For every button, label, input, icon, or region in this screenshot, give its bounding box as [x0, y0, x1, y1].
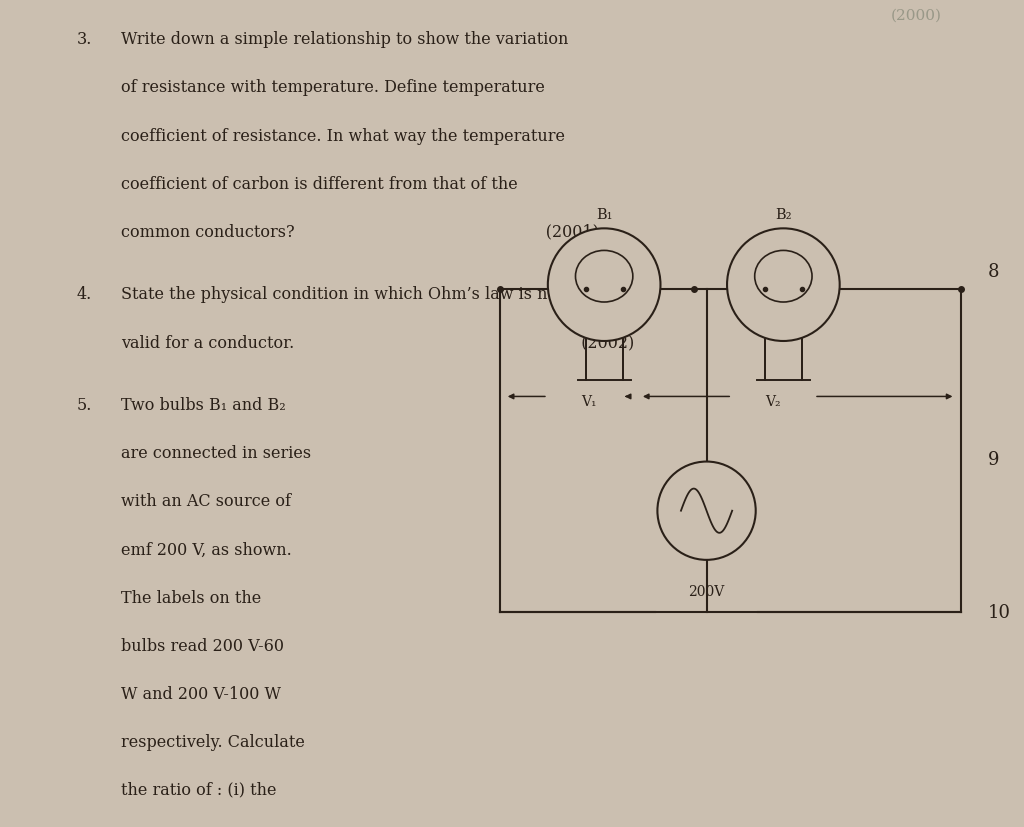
Text: V₂: V₂: [765, 394, 781, 408]
Text: Two bulbs B₁ and B₂: Two bulbs B₁ and B₂: [121, 397, 286, 414]
Text: 9: 9: [988, 450, 999, 468]
Text: The labels on the: The labels on the: [121, 589, 261, 606]
Text: W and 200 V-100 W: W and 200 V-100 W: [121, 685, 281, 702]
Text: the ratio of : (i) the: the ratio of : (i) the: [121, 781, 276, 798]
Text: 60: 60: [597, 287, 611, 297]
Text: coefficient of resistance. In what way the temperature: coefficient of resistance. In what way t…: [121, 127, 565, 145]
Text: B₂: B₂: [775, 208, 792, 222]
Ellipse shape: [548, 229, 660, 342]
Text: 5.: 5.: [77, 397, 92, 414]
Text: Write down a simple relationship to show the variation: Write down a simple relationship to show…: [121, 31, 568, 49]
Text: with an AC source of: with an AC source of: [121, 493, 291, 510]
Text: 3.: 3.: [77, 31, 92, 49]
Text: valid for a conductor.                                                        (2: valid for a conductor. (2: [121, 334, 634, 351]
Ellipse shape: [657, 462, 756, 560]
Text: B₁: B₁: [596, 208, 612, 222]
Text: of resistance with temperature. Define temperature: of resistance with temperature. Define t…: [121, 79, 545, 97]
Text: coefficient of carbon is different from that of the: coefficient of carbon is different from …: [121, 175, 517, 193]
Text: emf 200 V, as shown.: emf 200 V, as shown.: [121, 541, 292, 558]
Text: 8: 8: [988, 262, 999, 280]
Text: are connected in series: are connected in series: [121, 445, 311, 462]
Text: common conductors?                                                 (2001): common conductors? (2001): [121, 223, 599, 241]
Text: 10: 10: [988, 603, 1011, 621]
Text: 4.: 4.: [77, 286, 92, 304]
Text: State the physical condition in which Ohm’s law is not: State the physical condition in which Oh…: [121, 286, 563, 304]
Text: bulbs read 200 V-60: bulbs read 200 V-60: [121, 637, 284, 654]
Text: respectively. Calculate: respectively. Calculate: [121, 733, 305, 750]
Text: V₁: V₁: [581, 394, 597, 408]
Text: 75: 75: [776, 287, 791, 297]
Text: (2000): (2000): [891, 8, 942, 22]
Ellipse shape: [727, 229, 840, 342]
Text: 200V: 200V: [688, 584, 725, 598]
